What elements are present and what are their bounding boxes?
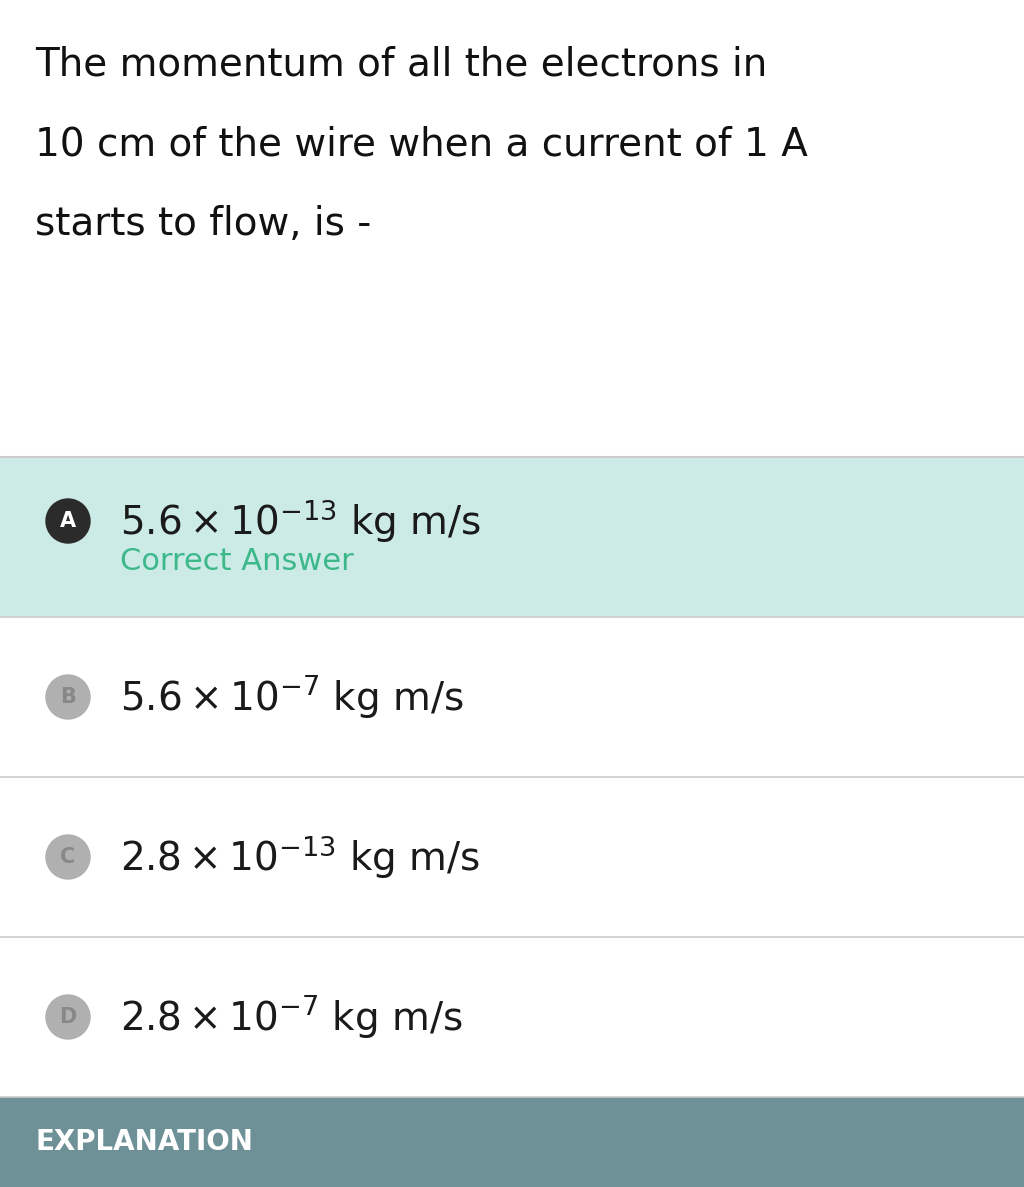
Text: $5.6 \times 10^{-13}$ kg m/s: $5.6 \times 10^{-13}$ kg m/s [120,497,481,545]
Text: A: A [60,510,76,531]
Text: EXPLANATION: EXPLANATION [35,1128,253,1156]
Circle shape [46,834,90,880]
Text: starts to flow, is -: starts to flow, is - [35,205,372,243]
Text: Correct Answer: Correct Answer [120,546,353,576]
Circle shape [46,675,90,719]
Text: The momentum of all the electrons in: The momentum of all the electrons in [35,45,767,83]
Circle shape [46,499,90,542]
FancyBboxPatch shape [0,617,1024,777]
Text: C: C [60,848,76,867]
Text: $2.8 \times 10^{-13}$ kg m/s: $2.8 \times 10^{-13}$ kg m/s [120,833,480,881]
Text: $5.6 \times 10^{-7}$ kg m/s: $5.6 \times 10^{-7}$ kg m/s [120,673,464,721]
FancyBboxPatch shape [0,457,1024,617]
Circle shape [46,995,90,1039]
Text: $2.8 \times 10^{-7}$ kg m/s: $2.8 \times 10^{-7}$ kg m/s [120,994,463,1041]
FancyBboxPatch shape [0,1097,1024,1187]
Text: 10 cm of the wire when a current of 1 A: 10 cm of the wire when a current of 1 A [35,125,808,163]
Text: B: B [60,687,76,707]
FancyBboxPatch shape [0,0,1024,457]
Text: D: D [59,1007,77,1027]
FancyBboxPatch shape [0,937,1024,1097]
FancyBboxPatch shape [0,777,1024,937]
